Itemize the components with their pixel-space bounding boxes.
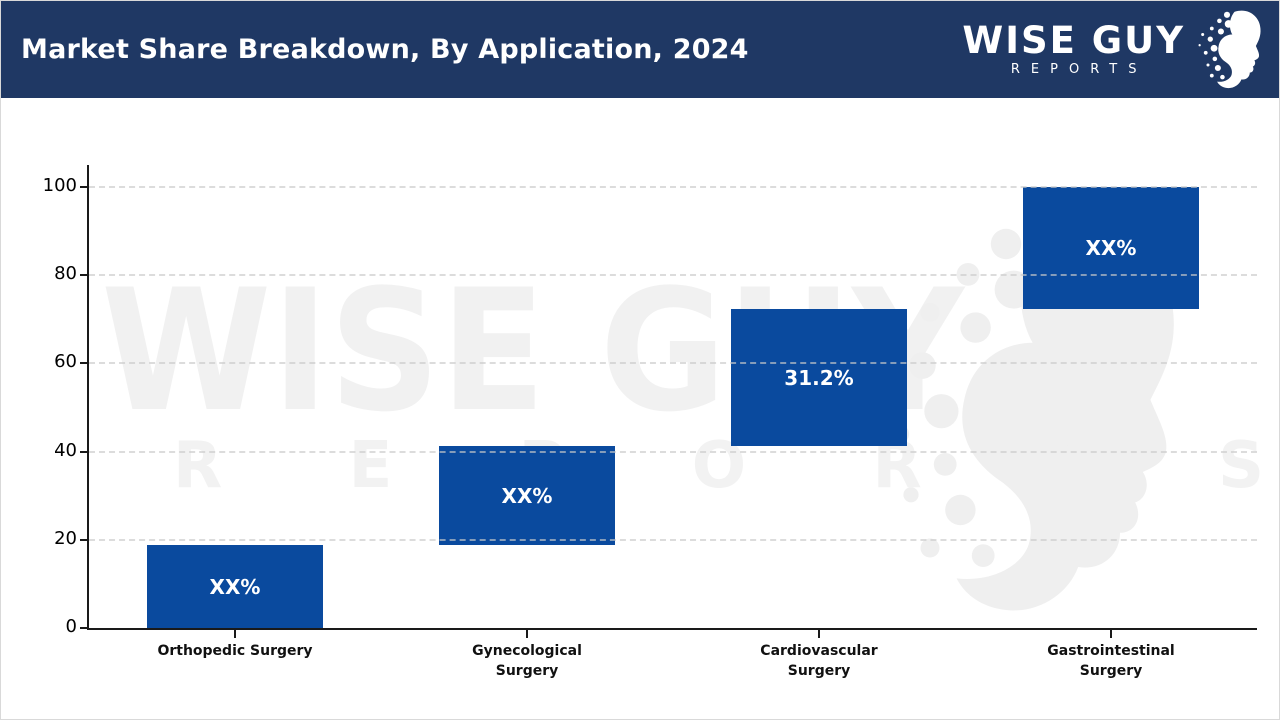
y-axis-tick-100 (80, 186, 88, 188)
header-bar: Market Share Breakdown, By Application, … (1, 1, 1279, 98)
y-tick-label-0: 0 (65, 616, 77, 637)
bar-value-label-cardiovascular-surgery: 31.2% (784, 365, 854, 390)
bar-gastrointestinal-surgery (1023, 187, 1199, 309)
page-title: Market Share Breakdown, By Application, … (21, 34, 749, 65)
y-axis-tick-0 (80, 627, 88, 629)
wise-guy-reports-logo: WISE GUY REPORTS (962, 7, 1265, 91)
bar-orthopedic-surgery (147, 545, 323, 628)
gridline-60 (89, 362, 1257, 365)
bar-value-label-gastrointestinal-surgery: XX% (1085, 235, 1137, 260)
logo-text: WISE GUY REPORTS (962, 19, 1185, 78)
bar-value-label-orthopedic-surgery: XX% (209, 574, 261, 599)
x-axis-tick-orthopedic-surgery (234, 630, 236, 638)
y-tick-label-100: 100 (42, 175, 77, 196)
x-category-label-orthopedic-surgery: Orthopedic Surgery (157, 643, 313, 659)
x-axis-line (87, 628, 1257, 630)
y-tick-label-80: 80 (54, 263, 77, 285)
x-axis-tick-cardiovascular-surgery (818, 630, 820, 638)
y-tick-label-60: 60 (54, 351, 77, 373)
x-category-label-gastrointestinal-surgery: Gastrointestinal Surgery (1047, 643, 1175, 679)
x-axis-tick-gastrointestinal-surgery (1110, 630, 1112, 638)
y-axis-tick-60 (80, 362, 88, 365)
logo-subtitle: REPORTS (1010, 62, 1148, 77)
y-tick-label-40: 40 (54, 439, 77, 461)
bar-gynecological-surgery (439, 446, 615, 546)
x-category-label-cardiovascular-surgery: Cardiovascular Surgery (760, 643, 878, 679)
y-axis-tick-40 (80, 450, 88, 453)
y-axis-tick-80 (80, 274, 88, 277)
x-category-label-gynecological-surgery: Gynecological Surgery (472, 643, 582, 679)
gridline-100 (89, 186, 1257, 188)
y-axis-line (87, 165, 89, 630)
bar-cardiovascular-surgery (731, 308, 907, 447)
gridline-20 (89, 538, 1257, 541)
y-axis-tick-20 (80, 538, 88, 541)
x-axis-tick-gynecological-surgery (526, 630, 528, 638)
logo-wordmark: WISE GUY (962, 19, 1185, 62)
logo-dot-face-icon (1189, 7, 1265, 91)
y-tick-label-20: 20 (54, 527, 77, 549)
bar-value-label-gynecological-surgery: XX% (501, 483, 553, 508)
gridline-80 (89, 274, 1257, 277)
gridline-40 (89, 450, 1257, 453)
